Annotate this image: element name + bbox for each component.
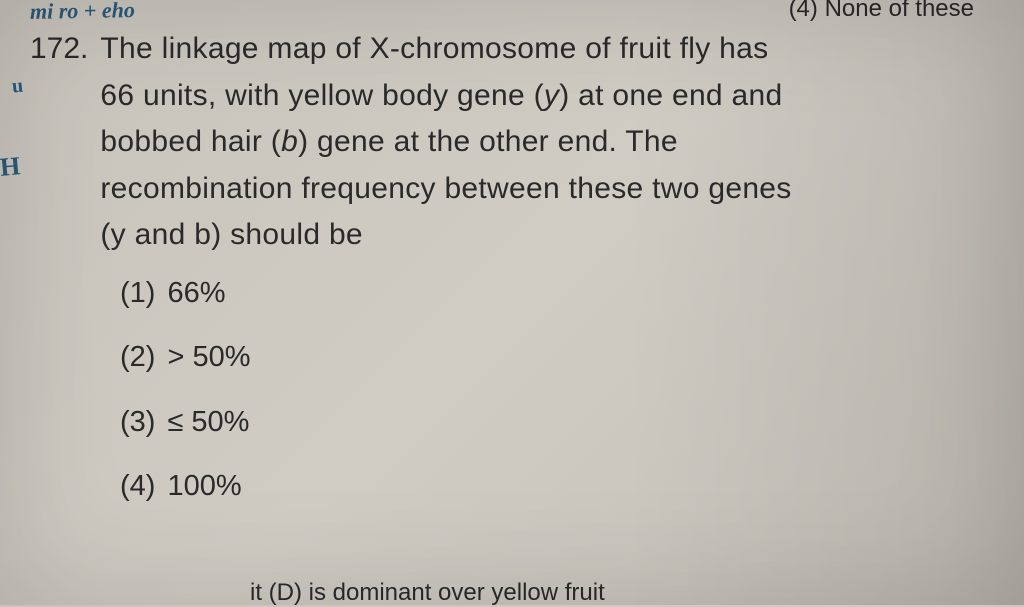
handwritten-annotation-top: mi ro + eho xyxy=(30,0,135,25)
option-2-text: > 50% xyxy=(167,337,250,378)
question-line-5: (y and b) should be xyxy=(100,218,363,251)
handwritten-margin-2: H xyxy=(0,151,22,183)
option-3-text: ≤ 50% xyxy=(167,402,249,443)
option-1[interactable]: (1) 66% xyxy=(120,273,974,314)
question-block: 172. The linkage map of X-chromosome of … xyxy=(30,0,974,259)
option-1-text: 66% xyxy=(167,273,225,314)
question-var-y: y xyxy=(544,79,559,112)
page-container: mi ro + eho (4) None of these u H 172. T… xyxy=(0,0,1024,605)
question-text: The linkage map of X-chromosome of fruit… xyxy=(100,26,791,259)
question-var-b: b xyxy=(281,125,298,158)
cutoff-text-top: (4) None of these xyxy=(789,0,974,23)
question-line-2a: 66 units, with yellow body gene ( xyxy=(100,79,543,112)
option-3-number: (3) xyxy=(120,402,155,443)
cutoff-text-bottom: it (D) is dominant over yellow fruit xyxy=(250,579,605,607)
option-3[interactable]: (3) ≤ 50% xyxy=(120,402,974,443)
option-1-number: (1) xyxy=(120,273,155,314)
question-number: 172. xyxy=(30,26,88,71)
option-2[interactable]: (2) > 50% xyxy=(120,337,974,378)
question-line-4: recombination frequency between these tw… xyxy=(100,172,791,205)
question-line-1: The linkage map of X-chromosome of fruit… xyxy=(100,32,768,65)
options-list: (1) 66% (2) > 50% (3) ≤ 50% (4) 100% xyxy=(120,273,974,507)
option-4[interactable]: (4) 100% xyxy=(120,466,974,507)
question-line-3c: ) gene at the other end. The xyxy=(298,125,678,158)
handwritten-margin-1: u xyxy=(11,75,24,99)
option-4-text: 100% xyxy=(167,466,241,507)
option-2-number: (2) xyxy=(120,337,155,378)
question-line-3a: bobbed hair ( xyxy=(100,125,281,158)
question-line-2b: ) at one end and xyxy=(559,79,782,112)
option-4-number: (4) xyxy=(120,466,155,507)
